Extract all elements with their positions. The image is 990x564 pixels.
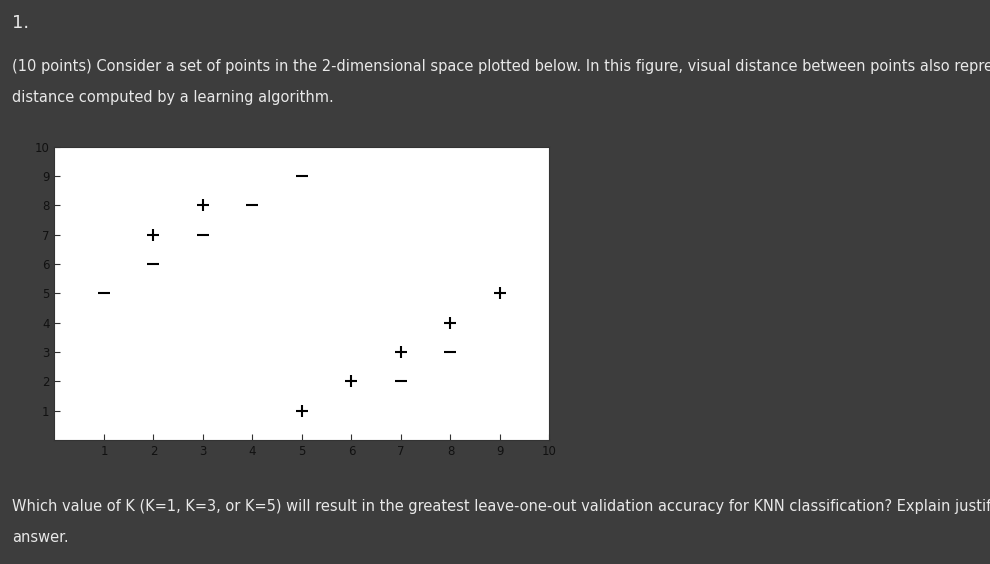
Text: (10 points) Consider a set of points in the 2-dimensional space plotted below. I: (10 points) Consider a set of points in … (12, 59, 990, 74)
Text: 1.: 1. (12, 14, 29, 32)
Text: answer.: answer. (12, 530, 68, 545)
Text: Which value of K (K=1, K=3, or K=5) will result in the greatest leave-one-out va: Which value of K (K=1, K=3, or K=5) will… (12, 499, 990, 514)
Text: distance computed by a learning algorithm.: distance computed by a learning algorith… (12, 90, 334, 105)
